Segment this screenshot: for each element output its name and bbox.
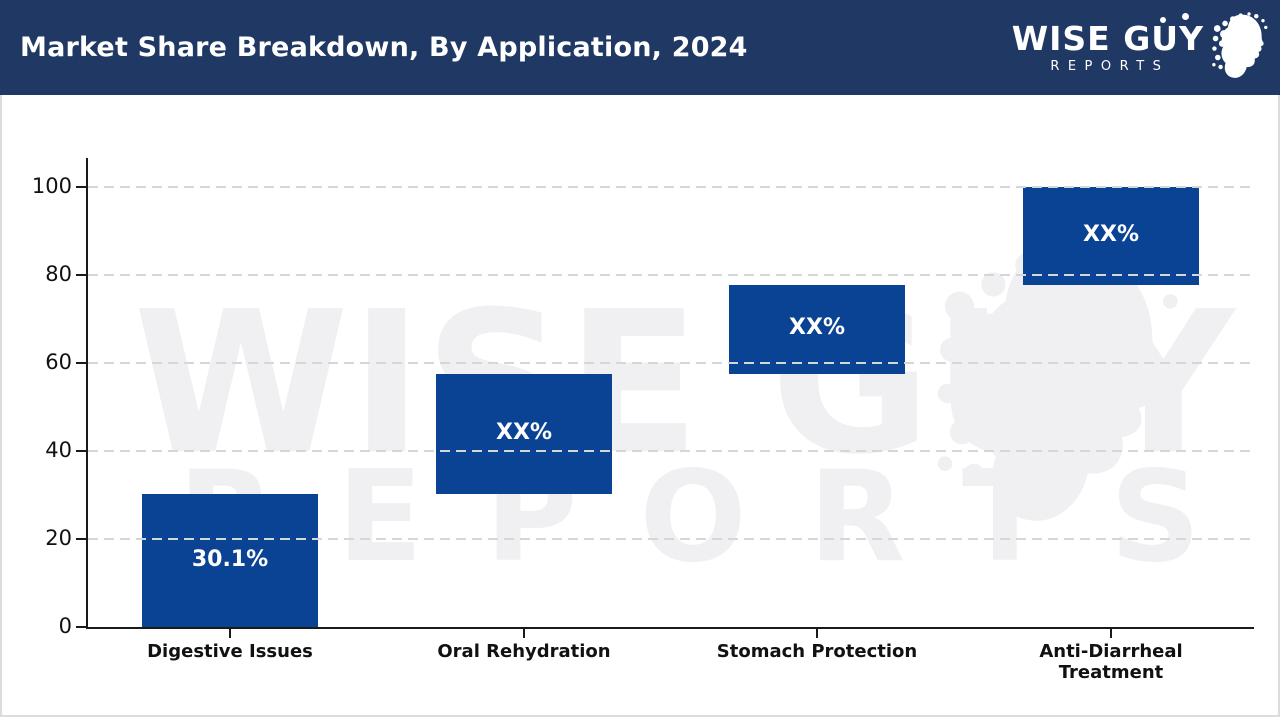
brand-logo-text: WISE GUY REPORTS (1011, 12, 1204, 74)
x-category-label: Digestive Issues (147, 641, 313, 662)
x-category-label: Anti-Diarrheal Treatment (1039, 641, 1183, 683)
bar-value-label: 30.1% (191, 546, 269, 572)
x-tick-mark (523, 629, 525, 638)
x-tick-mark (229, 629, 231, 638)
logo-dot (1159, 16, 1166, 23)
gridline (88, 273, 1254, 276)
x-category-label: Oral Rehydration (437, 641, 611, 662)
x-axis-line (86, 627, 1254, 629)
bar-value-label: XX% (1083, 221, 1139, 247)
y-tick-mark (76, 185, 86, 188)
bar (729, 284, 905, 374)
y-tick-label: 80 (45, 261, 72, 286)
y-tick-mark (76, 361, 86, 364)
gridline (88, 361, 1254, 364)
bar (142, 494, 318, 627)
y-tick-label: 100 (31, 173, 72, 198)
chart-title: Market Share Breakdown, By Application, … (20, 32, 748, 63)
y-tick-label: 60 (45, 349, 72, 374)
chart-area: WISE GUY REPORTS 0 20 40 60 80 100 30.1% XX% XX%… (0, 95, 1280, 720)
x-tick-mark (1110, 629, 1112, 638)
brand-name: WISE GUY (1011, 18, 1204, 58)
y-tick-label: 20 (45, 525, 72, 550)
gridline (88, 537, 1254, 540)
brand-logo: WISE GUY REPORTS (1012, 0, 1268, 95)
bar-value-label: XX% (789, 315, 845, 341)
y-tick-mark (76, 537, 86, 540)
x-tick-mark (816, 629, 818, 638)
y-tick-label: 0 (58, 614, 72, 638)
y-tick-mark (76, 626, 86, 628)
y-axis-line (86, 158, 88, 629)
x-category-label: Stomach Protection (716, 641, 918, 662)
brand-subtitle: REPORTS (1050, 58, 1170, 74)
logo-dot (1181, 12, 1189, 20)
gridline (88, 185, 1254, 188)
bar (436, 373, 612, 495)
y-tick-mark (76, 449, 86, 452)
header: Market Share Breakdown, By Application, … (0, 0, 1280, 95)
gridline (88, 449, 1254, 452)
bar-value-label: XX% (496, 420, 552, 446)
y-tick-mark (76, 273, 86, 276)
y-tick-label: 40 (45, 437, 72, 462)
